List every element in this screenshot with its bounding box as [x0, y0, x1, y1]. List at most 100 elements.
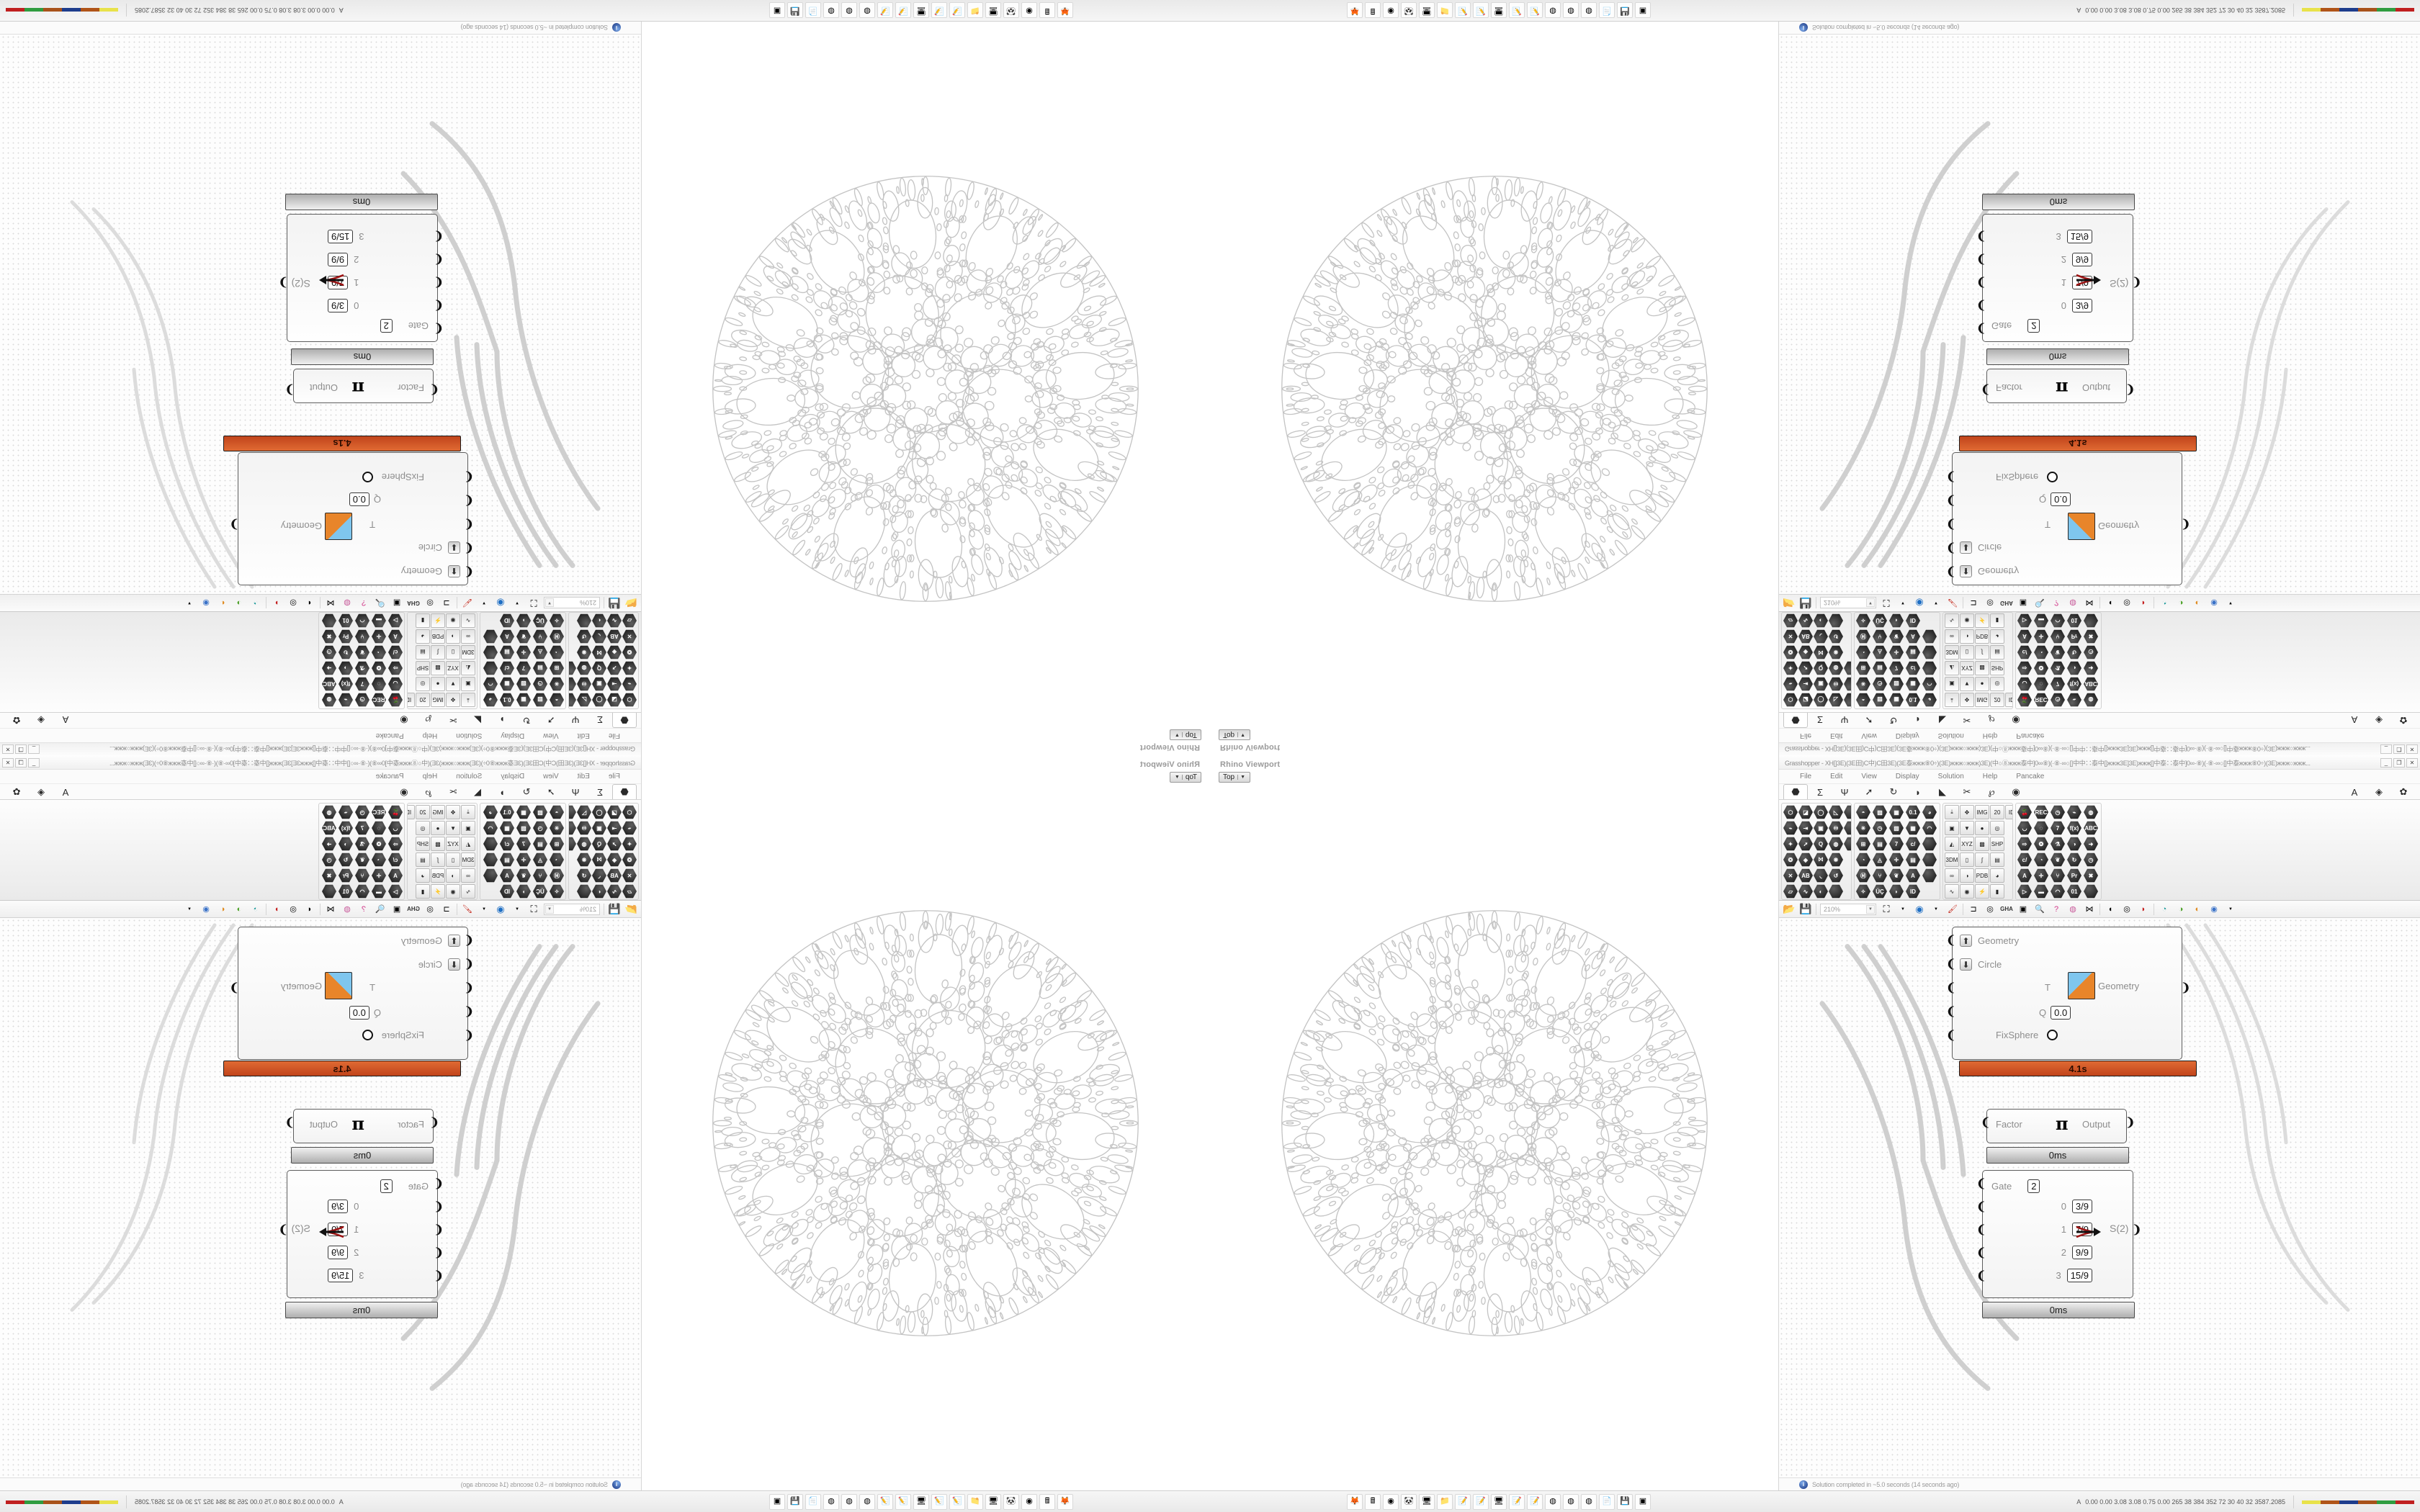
menu-item-display[interactable]: Display	[1895, 732, 1919, 739]
component-icon-primitive-2[interactable]: ⊞	[1856, 661, 1870, 675]
notepad-icon[interactable]: 📝	[895, 1493, 911, 1510]
grasshopper-canvas[interactable]: ❨ ⬆ Geometry ❨ ⬇ Circle ❨ T ❨ Q 0.0 ❨ FixSphere ❩ Geom…	[0, 918, 641, 1477]
component-icon-geometry-5[interactable]: ▱	[622, 884, 637, 899]
preview-teal-icon[interactable]: ◔	[2161, 904, 2167, 914]
component-icon-geometry-23[interactable]	[577, 884, 591, 899]
component-icon-geometry-11[interactable]: ∿	[1798, 613, 1813, 628]
paint-brush-icon[interactable]: 🖌	[462, 598, 472, 607]
component-icon-input-17[interactable]: ⚡	[1975, 884, 1989, 899]
mesh-category[interactable]: ◗	[1915, 714, 1921, 726]
chevron-down-icon[interactable]: ▼	[2228, 906, 2233, 912]
component-icon-geometry-9[interactable]: ◈	[607, 645, 622, 660]
component-icon-util-7[interactable]: ◌	[2034, 821, 2048, 835]
component-icon-input-23[interactable]: ▮	[416, 613, 430, 628]
component-icon-input-1[interactable]: ▣	[461, 821, 475, 835]
save-file-icon[interactable]: 💾	[608, 598, 621, 609]
component-icon-geometry-9[interactable]: ◈	[1798, 645, 1813, 660]
component-icon-geometry-23[interactable]	[1829, 613, 1843, 628]
component-icon-input-16[interactable]: PDB	[431, 629, 445, 644]
component-icon-util-10[interactable]: ✛	[2034, 868, 2048, 883]
component-icon-primitive-14[interactable]: 7	[1889, 837, 1904, 851]
component-icon-geometry-1[interactable]: ⌁	[622, 821, 637, 835]
component-icon-primitive-13[interactable]: ▧	[1889, 677, 1904, 691]
panda-icon[interactable]: 🐼	[1401, 1493, 1417, 1510]
component-icon-geometry-0[interactable]: ⬡	[622, 693, 637, 707]
open-file-icon[interactable]: 📂	[1783, 598, 1796, 609]
document-icon[interactable]: 📄	[1599, 2, 1615, 19]
search-icon[interactable]: 🔍	[375, 598, 385, 607]
menu-item-pancake[interactable]: Pancake	[2016, 732, 2045, 739]
text-tool[interactable]: A	[62, 786, 69, 798]
at-sign-icon[interactable]: ◎	[426, 905, 434, 914]
component-icon-util-21[interactable]: ↻	[2067, 645, 2081, 660]
transform-category[interactable]: ✂	[1963, 786, 1971, 797]
component-icon-geometry-24[interactable]	[1844, 805, 1851, 819]
component-icon-util-8[interactable]: ❂	[372, 661, 386, 675]
chevron-down-icon[interactable]: ▼	[545, 904, 554, 914]
help-box-icon[interactable]: ?	[2053, 904, 2059, 914]
at-sign-icon[interactable]: ◎	[1986, 598, 1994, 607]
component-icon-geometry-10[interactable]: AB	[1798, 868, 1813, 883]
maximize-button[interactable]: ❐	[15, 757, 27, 768]
component-icon-util-5[interactable]: ▷	[388, 884, 403, 899]
component-icon-input-7[interactable]: ▼	[446, 821, 460, 835]
component-icon-input-20[interactable]: SHP	[1990, 661, 2004, 675]
component-icon-input-0[interactable]: ⤓	[1945, 693, 1959, 707]
fixsphere-q-value-field[interactable]: 0.0	[349, 1006, 369, 1020]
rhino-icon[interactable]: ◍	[1581, 1493, 1597, 1510]
panda-icon[interactable]: 🐼	[1003, 1493, 1019, 1510]
rhino-icon[interactable]: ◍	[823, 1493, 839, 1510]
red-app-icon[interactable]: ◉	[1383, 2, 1399, 19]
text-tool[interactable]: A	[62, 714, 69, 726]
window-snapshot-icon[interactable]: ▣	[393, 905, 401, 914]
chevron-down-icon[interactable]: ▼	[1237, 775, 1247, 780]
menu-item-file[interactable]: File	[1800, 732, 1812, 739]
component-icon-primitive-18[interactable]: 0.1	[1906, 805, 1920, 819]
component-icon-primitive-28[interactable]	[1922, 629, 1937, 644]
display-settings-icon[interactable]: 🖥	[985, 2, 1001, 19]
component-icon-util-1[interactable]: ◡	[2017, 677, 2032, 691]
component-icon-primitive-21[interactable]: ▤	[500, 645, 514, 660]
component-icon-input-23[interactable]: ▮	[1990, 613, 2004, 628]
component-icon-geometry-3[interactable]: ❂	[622, 645, 637, 660]
component-icon-util-20[interactable]: ◑	[339, 837, 353, 851]
display-category[interactable]: ℘	[1988, 715, 1995, 726]
notepad-icon[interactable]: 📝	[1509, 1493, 1525, 1510]
component-icon-primitive-5[interactable]: ✧	[1856, 613, 1870, 628]
rhino-icon[interactable]: ◍	[1545, 2, 1561, 19]
component-icon-geometry-18[interactable]: ◺	[1829, 805, 1843, 819]
gate-row-value-0[interactable]: 3/9	[2071, 299, 2092, 312]
component-icon-util-23[interactable]: 01	[2067, 613, 2081, 628]
component-icon-primitive-23[interactable]: ID	[1906, 884, 1920, 899]
notepad-icon[interactable]: 📝	[1455, 2, 1471, 19]
component-icon-geometry-26[interactable]	[1844, 661, 1852, 675]
calculator-icon[interactable]: 🖩	[1365, 1493, 1381, 1510]
component-icon-util-7[interactable]: ◌	[372, 677, 386, 691]
gate-value-field[interactable]: 2	[380, 1179, 393, 1193]
component-icon-geometry-6[interactable]: ◪	[1798, 805, 1813, 819]
gate-row-value-3[interactable]: 15/9	[328, 230, 354, 243]
component-icon-geometry-15[interactable]: ⨝	[592, 852, 606, 867]
component-icon-util-7[interactable]: ◌	[372, 821, 386, 835]
fixsphere-component[interactable]: ❨ ⬆ Geometry ❨ ⬇ Circle ❨ T ❨ Q 0.0 ❨ FixSphere ❩ Geom…	[1946, 927, 2190, 1060]
component-icon-primitive-8[interactable]: ▤	[533, 837, 547, 851]
component-icon-primitive-11[interactable]: ÜÇ	[533, 884, 547, 899]
intersect-category[interactable]: ◣	[474, 715, 481, 726]
component-icon-util-18[interactable]: ⌁	[2067, 693, 2081, 707]
component-icon-util-6[interactable]: REC	[2034, 805, 2048, 819]
calculator-icon[interactable]: 🖩	[1039, 2, 1055, 19]
component-icon-input-5[interactable]: ∿	[461, 613, 475, 628]
component-icon-util-6[interactable]: REC	[372, 805, 386, 819]
component-icon-primitive-18[interactable]: 0.1	[500, 805, 514, 819]
fixsphere-input-pin-0[interactable]: ❨	[464, 935, 474, 947]
fixsphere-input-pin-2[interactable]: ❨	[464, 982, 474, 994]
chevron-down-icon[interactable]: ▼	[515, 600, 519, 606]
component-icon-input-24[interactable]: ID.	[407, 805, 415, 819]
surface-category[interactable]: ↻	[522, 715, 531, 726]
chevron-down-icon[interactable]: ▼	[545, 598, 554, 608]
component-icon-primitive-9[interactable]: ◬	[1873, 645, 1887, 660]
component-icon-input-20[interactable]: SHP	[416, 661, 430, 675]
lightbulb-icon[interactable]: ◍	[2069, 905, 2076, 914]
component-icon-util-15[interactable]: ❦	[2051, 852, 2065, 867]
component-icon-geometry-20[interactable]: ◍	[577, 837, 591, 851]
